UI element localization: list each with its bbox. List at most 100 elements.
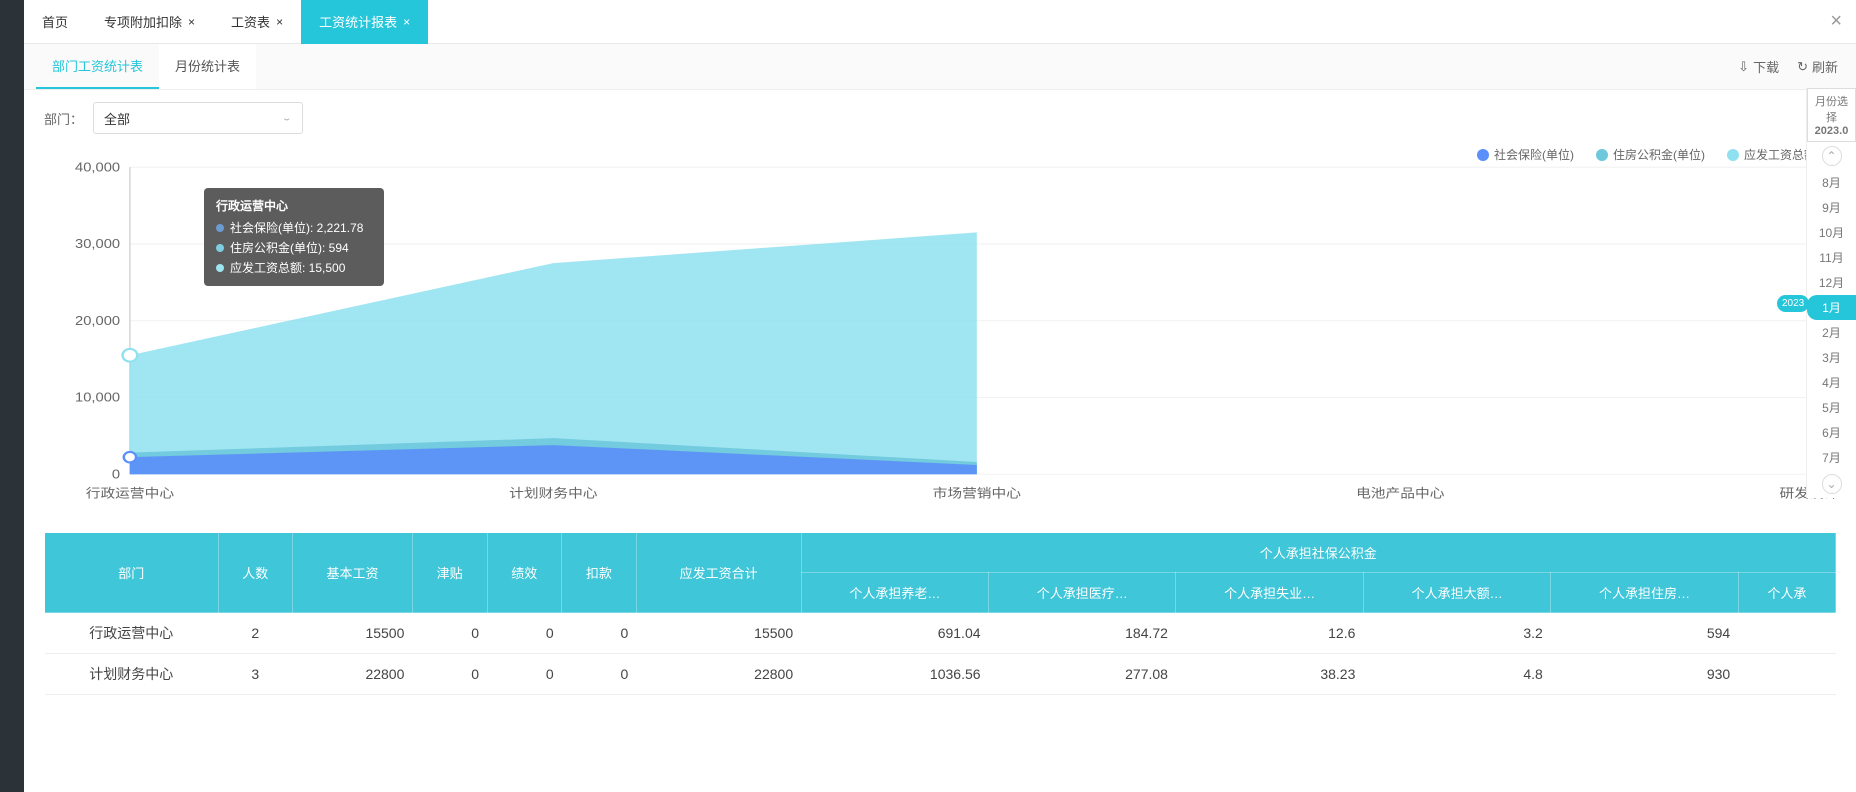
month-panel-header: 月份选择 2023.0 (1807, 88, 1856, 142)
month-item[interactable]: 9月 (1807, 195, 1856, 220)
tooltip-row: 住房公积金(单位): 594 (216, 238, 372, 258)
chart-tooltip: 行政运营中心 社会保险(单位): 2,221.78住房公积金(单位): 594应… (204, 188, 384, 286)
refresh-label: 刷新 (1812, 57, 1838, 76)
svg-text:20,000: 20,000 (75, 314, 120, 328)
refresh-icon: ↻ (1797, 59, 1808, 75)
sub-tab-0[interactable]: 部门工资统计表 (36, 44, 159, 89)
download-label: 下载 (1753, 57, 1779, 76)
tab-1[interactable]: 专项附加扣除× (86, 0, 213, 44)
table-cell: 38.23 (1176, 654, 1363, 695)
table-cell: 15500 (293, 613, 413, 654)
svg-text:电池产品中心: 电池产品中心 (1356, 486, 1445, 500)
svg-text:计划财务中心: 计划财务中心 (509, 486, 598, 500)
table-cell: 277.08 (989, 654, 1176, 695)
th: 个人承担医疗… (989, 573, 1176, 613)
th: 个人承担养老… (801, 573, 988, 613)
svg-text:10,000: 10,000 (75, 391, 120, 405)
month-item[interactable]: 10月 (1807, 220, 1856, 245)
top-tabs: 首页专项附加扣除×工资表×工资统计报表× × (24, 0, 1856, 44)
tab-close-icon[interactable]: × (403, 15, 410, 29)
left-sidebar (0, 0, 24, 792)
table-cell: 3 (218, 654, 293, 695)
svg-text:0: 0 (112, 467, 121, 481)
select-value: 全部 (104, 109, 130, 128)
legend-label: 社会保险(单位) (1494, 146, 1574, 163)
th: 个人承担失业… (1176, 573, 1363, 613)
th: 人数 (218, 533, 293, 613)
table-cell: 0 (412, 613, 487, 654)
th: 扣款 (562, 533, 637, 613)
table-cell: 930 (1551, 654, 1738, 695)
th: 应发工资合计 (636, 533, 801, 613)
table-cell: 0 (487, 613, 562, 654)
table-cell: 0 (562, 654, 637, 695)
th: 个人承担住房… (1551, 573, 1738, 613)
month-item[interactable]: 8月 (1807, 170, 1856, 195)
table-cell: 2 (218, 613, 293, 654)
sub-tab-1[interactable]: 月份统计表 (159, 44, 256, 89)
table-cell: 1036.56 (801, 654, 988, 695)
table-cell: 12.6 (1176, 613, 1363, 654)
table-cell: 3.2 (1363, 613, 1550, 654)
month-item[interactable]: 6月 (1807, 420, 1856, 445)
legend-item[interactable]: 社会保险(单位) (1477, 146, 1574, 163)
chart-area: 社会保险(单位) 住房公积金(单位) 应发工资总额 0 10,000 20,000 30,… (24, 146, 1856, 526)
month-item[interactable]: 4月 (1807, 370, 1856, 395)
tab-close-icon[interactable]: × (188, 15, 195, 29)
tab-2[interactable]: 工资表× (213, 0, 301, 44)
year-badge: 2023 (1777, 295, 1809, 312)
svg-text:行政运营中心: 行政运营中心 (86, 486, 175, 500)
th: 个人承担大额… (1363, 573, 1550, 613)
month-item[interactable]: 5月 (1807, 395, 1856, 420)
legend-item[interactable]: 住房公积金(单位) (1596, 146, 1705, 163)
th: 部门 (45, 533, 219, 613)
table-cell (1738, 654, 1835, 695)
th: 绩效 (487, 533, 562, 613)
close-all-icon[interactable]: × (1824, 10, 1848, 33)
table-cell: 4.8 (1363, 654, 1550, 695)
table-cell: 行政运营中心 (45, 613, 219, 654)
svg-text:40,000: 40,000 (75, 160, 120, 174)
download-icon: ⇩ (1738, 59, 1749, 75)
legend-dot-icon (1596, 149, 1608, 161)
month-next-icon[interactable]: ⌄ (1822, 474, 1842, 494)
table-cell: 691.04 (801, 613, 988, 654)
th: 个人承 (1738, 573, 1835, 613)
tab-close-icon[interactable]: × (276, 15, 283, 29)
table-cell: 594 (1551, 613, 1738, 654)
table-cell: 22800 (293, 654, 413, 695)
table-cell: 0 (487, 654, 562, 695)
table-row: 行政运营中心21550000015500691.04184.7212.63.25… (45, 613, 1836, 654)
table-cell: 184.72 (989, 613, 1176, 654)
data-table: 部门人数基本工资津贴绩效扣款应发工资合计个人承担社保公积金个人承担养老…个人承担… (44, 532, 1836, 695)
tooltip-row: 应发工资总额: 15,500 (216, 258, 372, 278)
svg-text:市场营销中心: 市场营销中心 (933, 486, 1022, 501)
month-item[interactable]: 7月 (1807, 445, 1856, 470)
th-group: 个人承担社保公积金 (801, 533, 1835, 573)
department-select[interactable]: 全部 ⌄ (93, 102, 303, 134)
table-cell (1738, 613, 1835, 654)
tooltip-row: 社会保险(单位): 2,221.78 (216, 218, 372, 238)
month-selector-panel: 月份选择 2023.0 ⌃ 8月9月10月11月12月1月20232月3月4月5… (1806, 88, 1856, 498)
tooltip-title: 行政运营中心 (216, 196, 372, 216)
refresh-button[interactable]: ↻ 刷新 (1797, 57, 1838, 76)
svg-text:30,000: 30,000 (75, 237, 120, 251)
legend-dot-icon (1477, 149, 1489, 161)
th: 基本工资 (293, 533, 413, 613)
legend-dot-icon (1727, 149, 1739, 161)
tab-0[interactable]: 首页 (24, 0, 86, 44)
legend-item[interactable]: 应发工资总额 (1727, 146, 1816, 163)
table-cell: 0 (562, 613, 637, 654)
table-cell: 22800 (636, 654, 801, 695)
download-button[interactable]: ⇩ 下载 (1738, 57, 1779, 76)
month-prev-icon[interactable]: ⌃ (1822, 146, 1842, 166)
table-cell: 0 (412, 654, 487, 695)
table-cell: 15500 (636, 613, 801, 654)
month-item[interactable]: 1月2023 (1807, 295, 1856, 320)
month-item[interactable]: 12月 (1807, 270, 1856, 295)
month-item[interactable]: 2月 (1807, 320, 1856, 345)
month-item[interactable]: 3月 (1807, 345, 1856, 370)
month-item[interactable]: 11月 (1807, 245, 1856, 270)
sub-tabs-bar: 部门工资统计表月份统计表 ⇩ 下载 ↻ 刷新 (24, 44, 1856, 90)
tab-3[interactable]: 工资统计报表× (301, 0, 428, 44)
